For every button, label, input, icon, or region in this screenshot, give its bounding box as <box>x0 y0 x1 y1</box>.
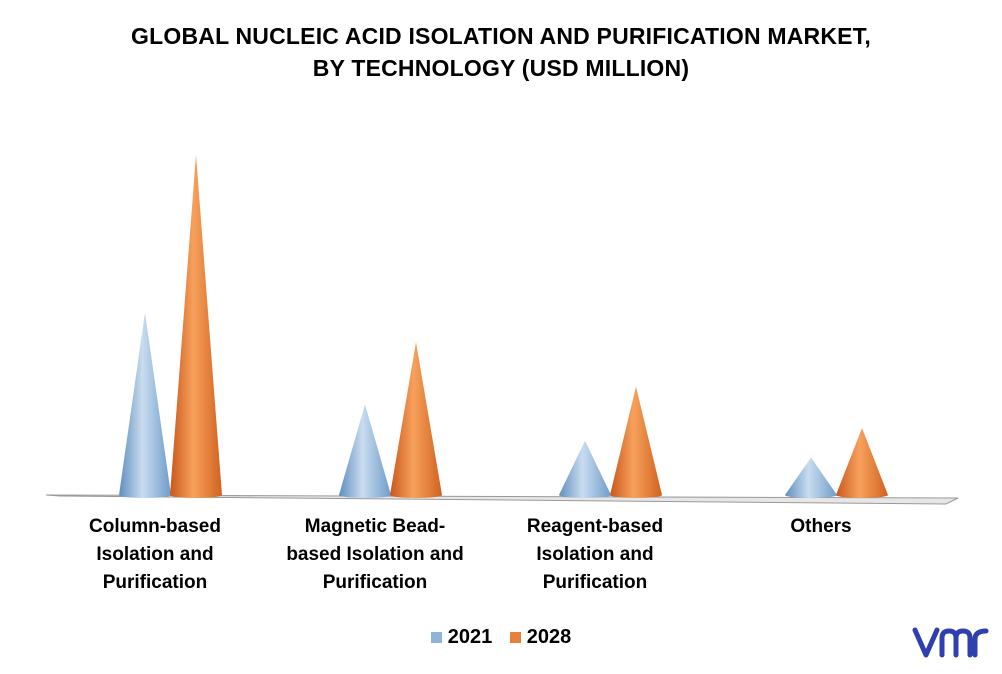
cone-2021-1 <box>339 404 391 498</box>
vmr-logo-icon <box>912 627 989 658</box>
legend-item-2021: 2021 <box>430 626 493 649</box>
cone-shape <box>785 457 837 498</box>
category-label-line: Isolation and <box>96 544 213 565</box>
cone-chart: Column-based Isolation and PurificationMag… <box>45 154 959 593</box>
legend-swatch-2021 <box>430 632 442 643</box>
category-label-line: Others <box>790 516 851 537</box>
category-label-line: based Isolation and <box>286 544 463 565</box>
category-labels: Column-based Isolation and PurificationMag… <box>89 516 852 593</box>
chart-title: GLOBAL NUCLEIC ACID ISOLATION AND PURIFI… <box>0 20 1002 84</box>
category-label-line: Purification <box>543 572 648 593</box>
category-label-line: Reagent-based <box>527 516 663 537</box>
cone-2028-1 <box>390 342 442 498</box>
category-label-1: Magnetic Bead-based Isolation and Purific… <box>286 516 463 593</box>
cone-shape <box>836 427 888 498</box>
category-label-line: Purification <box>103 572 208 593</box>
legend-label-2021: 2021 <box>447 626 493 648</box>
chart-title-line-1: GLOBAL NUCLEIC ACID ISOLATION AND PURIFI… <box>131 23 871 49</box>
cone-2028-3 <box>836 427 888 498</box>
cone-2021-3 <box>785 457 837 498</box>
cone-shape <box>390 342 442 498</box>
category-label-line: Column-based <box>89 516 221 537</box>
category-label-line: Purification <box>323 572 428 593</box>
category-label-3: Others <box>790 516 851 537</box>
category-label-line: Isolation and <box>536 544 653 565</box>
legend: 2021 2028 <box>0 626 1002 649</box>
category-label-2: Reagent-based Isolation and Purification <box>527 516 663 593</box>
cone-2021-2 <box>559 440 611 498</box>
legend-swatch-2028 <box>509 632 521 643</box>
legend-label-2028: 2028 <box>526 626 572 648</box>
cone-marks <box>119 154 888 498</box>
cone-2028-0 <box>170 154 222 498</box>
chart-title-line-2: BY TECHNOLOGY (USD MILLION) <box>312 55 690 81</box>
cone-shape <box>119 312 171 498</box>
cone-shape <box>610 386 662 498</box>
cone-2021-0 <box>119 312 171 498</box>
cone-shape <box>339 404 391 498</box>
legend-item-2028: 2028 <box>509 626 572 649</box>
category-label-line: Magnetic Bead- <box>305 516 445 537</box>
cone-shape <box>559 440 611 498</box>
cone-2028-2 <box>610 386 662 498</box>
category-label-0: Column-based Isolation and Purification <box>89 516 221 593</box>
cone-shape <box>170 154 222 498</box>
